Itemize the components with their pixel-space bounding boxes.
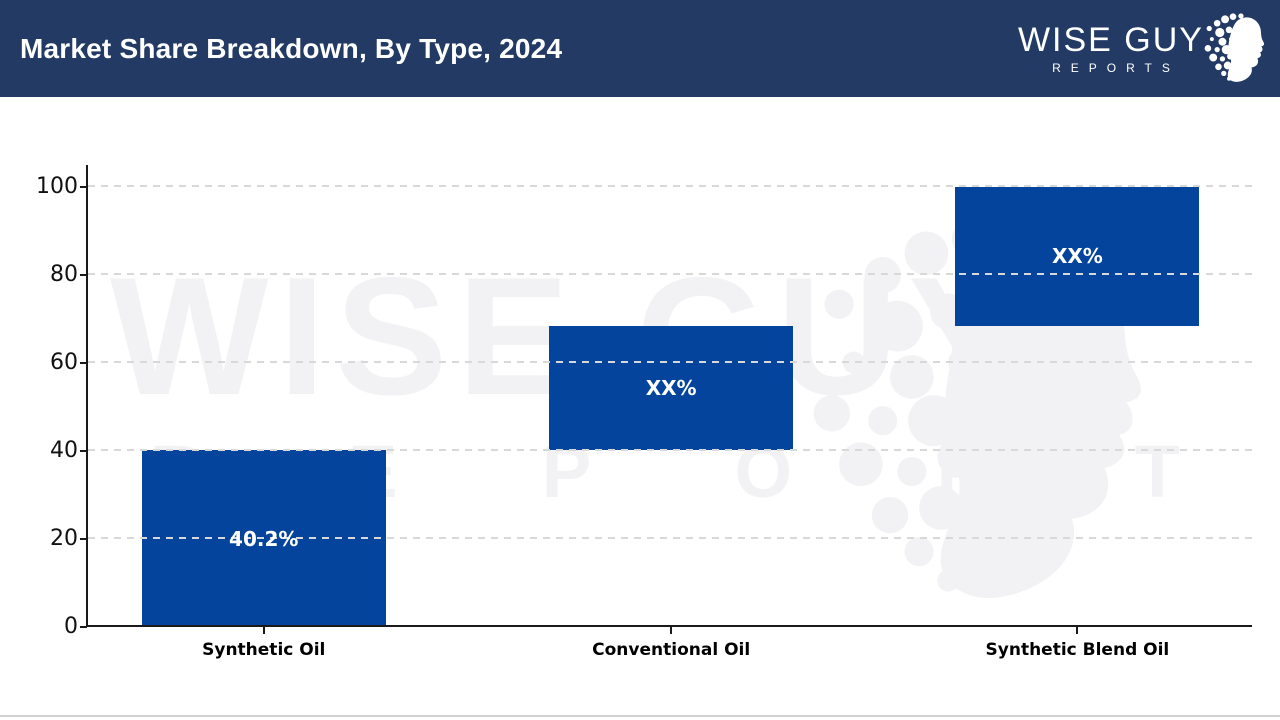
x-axis-spine (86, 625, 1252, 627)
gridline-100 (88, 185, 1252, 187)
logo-text: WISE GUY REPORTS (1018, 23, 1204, 75)
x-category-label-synthetic-oil: Synthetic Oil (202, 640, 326, 660)
y-tick-mark (80, 626, 87, 628)
y-tick-label: 80 (50, 262, 78, 287)
x-tick-mark (262, 627, 265, 634)
y-tick-label: 60 (50, 350, 78, 375)
y-tick-mark (80, 450, 87, 452)
y-tick-mark (80, 538, 87, 540)
bar-conventional-oil (549, 325, 794, 451)
page-title: Market Share Breakdown, By Type, 2024 (20, 32, 563, 64)
y-tick-label: 0 (64, 614, 78, 639)
y-tick-label: 20 (50, 526, 78, 551)
x-category-label-synthetic-blend-oil: Synthetic Blend Oil (985, 640, 1170, 660)
x-tick-mark (1076, 627, 1079, 634)
gridline-20 (88, 537, 1252, 539)
wise-guy-reports-logo: WISE GUY REPORTS (1018, 12, 1266, 86)
gridline-40 (88, 449, 1252, 451)
x-category-label-conventional-oil: Conventional Oil (592, 640, 751, 660)
logo-wordmark: WISE GUY (1017, 20, 1204, 59)
header-band: Market Share Breakdown, By Type, 2024 WI… (0, 0, 1280, 97)
logo-subtitle: REPORTS (1052, 60, 1180, 75)
bar-value-label-synthetic-blend-oil: XX% (1051, 244, 1103, 269)
bottom-rule (0, 715, 1280, 717)
dotted-face-icon (1204, 12, 1265, 82)
y-tick-mark (80, 274, 87, 276)
gridline-80 (88, 273, 1252, 275)
plot-region: 40.2% XX% XX% (88, 165, 1252, 627)
bar-synthetic-blend-oil (955, 187, 1200, 326)
gridline-60 (88, 361, 1252, 363)
x-tick-mark (670, 627, 673, 634)
bar-value-label-conventional-oil: XX% (645, 375, 697, 400)
y-tick-label: 100 (36, 174, 78, 199)
chart-area: WISE GUY R E P O R T S 40.2%XX%XX% 02040… (0, 97, 1280, 720)
y-tick-label: 40 (50, 438, 78, 463)
bar-value-label-synthetic-oil: 40.2% (229, 526, 299, 551)
y-tick-mark (80, 362, 87, 364)
y-tick-mark (80, 186, 87, 188)
y-axis-spine (86, 165, 88, 627)
